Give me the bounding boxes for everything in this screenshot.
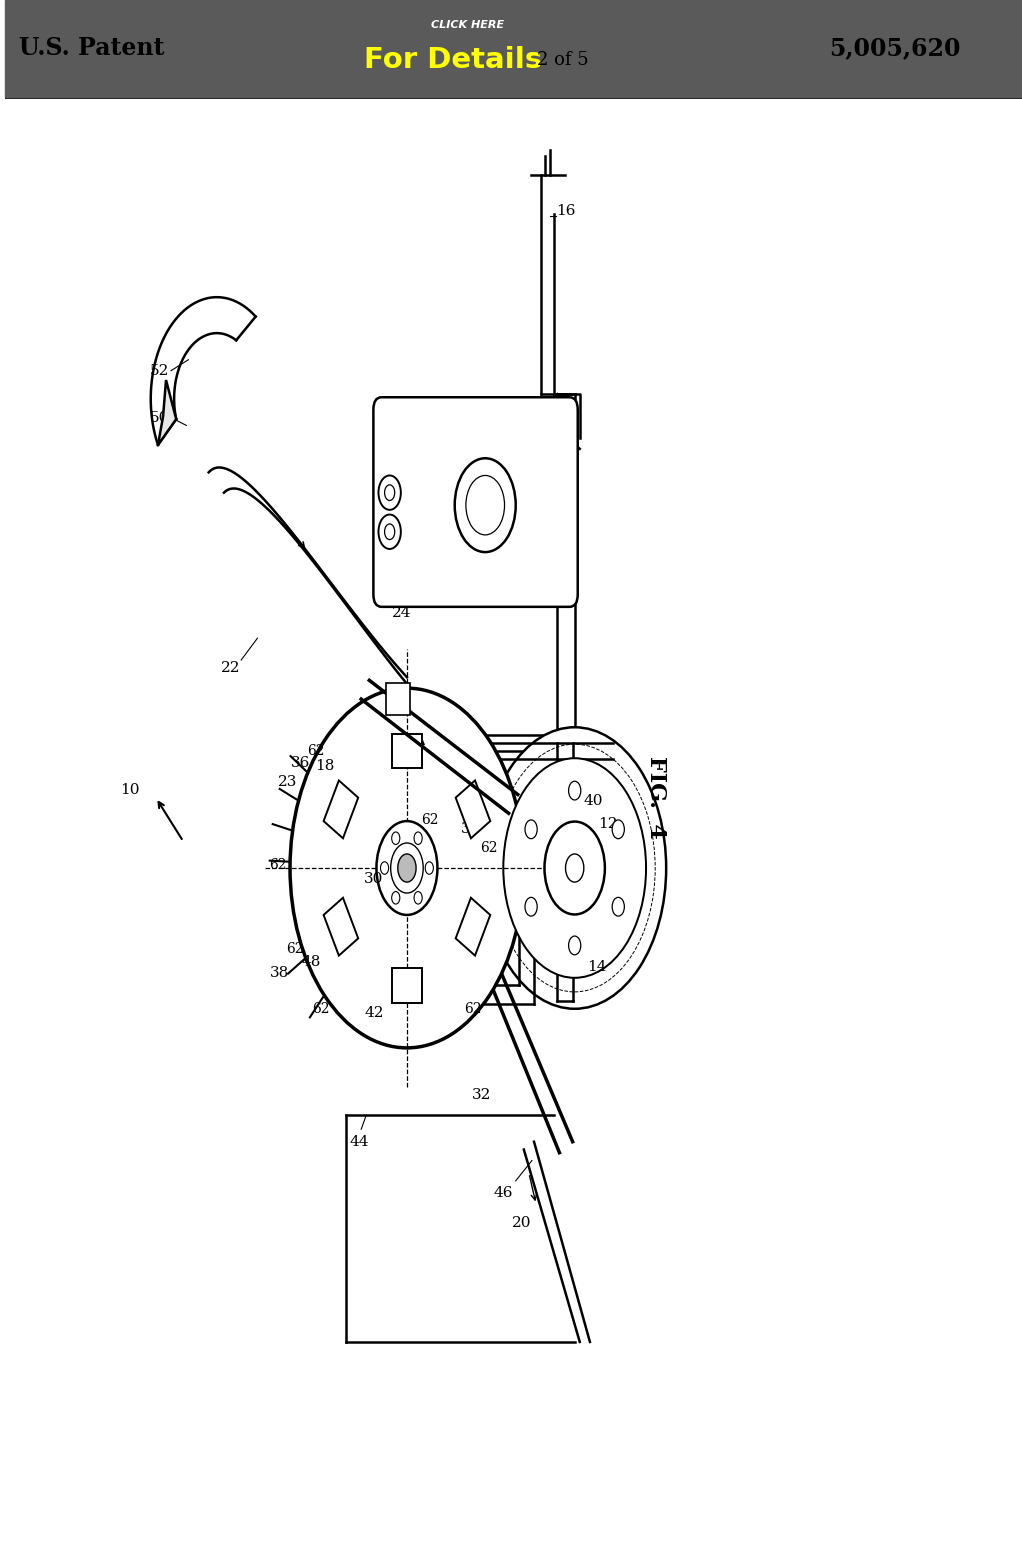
Text: 34: 34	[461, 823, 480, 835]
Circle shape	[568, 780, 580, 799]
Circle shape	[414, 832, 422, 845]
Circle shape	[455, 458, 516, 552]
Polygon shape	[324, 780, 359, 838]
Circle shape	[398, 854, 416, 882]
Text: 2 of 5: 2 of 5	[537, 52, 589, 69]
Circle shape	[391, 832, 400, 845]
Circle shape	[376, 821, 437, 915]
Text: 44: 44	[350, 1135, 369, 1148]
Text: 46: 46	[494, 1187, 513, 1200]
Text: FIG.  4: FIG. 4	[645, 757, 667, 838]
Circle shape	[612, 820, 624, 838]
Text: 18: 18	[315, 760, 334, 773]
Text: 10: 10	[120, 784, 139, 796]
Polygon shape	[456, 898, 491, 956]
Text: 23: 23	[278, 776, 297, 788]
Text: 14: 14	[588, 960, 607, 973]
Circle shape	[380, 862, 388, 874]
Text: 32: 32	[471, 1089, 491, 1101]
Circle shape	[483, 727, 666, 1009]
Text: 48: 48	[301, 956, 321, 968]
Text: 16: 16	[556, 205, 575, 217]
Circle shape	[525, 820, 538, 838]
Circle shape	[466, 475, 505, 535]
Text: 22: 22	[222, 662, 241, 674]
Text: U.S. Patent: U.S. Patent	[19, 36, 165, 61]
Circle shape	[565, 854, 584, 882]
Circle shape	[525, 898, 538, 917]
Polygon shape	[158, 380, 176, 446]
Text: 50: 50	[150, 411, 170, 424]
Text: CLICK HERE: CLICK HERE	[431, 20, 505, 30]
Text: 24: 24	[392, 607, 412, 619]
Text: 62: 62	[480, 841, 498, 854]
Text: 36: 36	[290, 757, 310, 769]
Text: 5,005,620: 5,005,620	[829, 36, 961, 61]
Text: 30: 30	[364, 873, 383, 885]
Polygon shape	[391, 968, 422, 1003]
Text: 62: 62	[269, 859, 286, 871]
Text: 130: 130	[574, 841, 601, 854]
Text: 12: 12	[599, 818, 618, 830]
Bar	[5, 0, 1022, 97]
FancyBboxPatch shape	[385, 683, 410, 715]
Circle shape	[495, 744, 655, 992]
Circle shape	[290, 688, 524, 1048]
Circle shape	[378, 515, 401, 549]
Polygon shape	[391, 734, 422, 768]
Text: 62: 62	[421, 813, 439, 826]
Text: 62: 62	[312, 1003, 329, 1015]
Circle shape	[568, 935, 580, 954]
Text: 38: 38	[270, 967, 289, 979]
Circle shape	[503, 759, 646, 978]
Text: For Details: For Details	[364, 45, 542, 74]
Text: 42: 42	[365, 1007, 384, 1020]
Text: 52: 52	[150, 364, 170, 377]
Circle shape	[378, 475, 401, 510]
FancyBboxPatch shape	[373, 397, 577, 607]
Circle shape	[425, 862, 433, 874]
Polygon shape	[456, 780, 491, 838]
Circle shape	[391, 891, 400, 904]
Text: 62: 62	[464, 1003, 481, 1015]
Circle shape	[612, 898, 624, 917]
Circle shape	[384, 485, 394, 500]
Text: 62: 62	[307, 744, 324, 757]
Text: 20: 20	[512, 1217, 531, 1229]
Text: 62: 62	[286, 943, 304, 956]
Polygon shape	[324, 898, 359, 956]
Circle shape	[384, 524, 394, 540]
Circle shape	[414, 891, 422, 904]
Circle shape	[545, 821, 605, 915]
Circle shape	[390, 843, 423, 893]
Text: 40: 40	[584, 795, 603, 807]
